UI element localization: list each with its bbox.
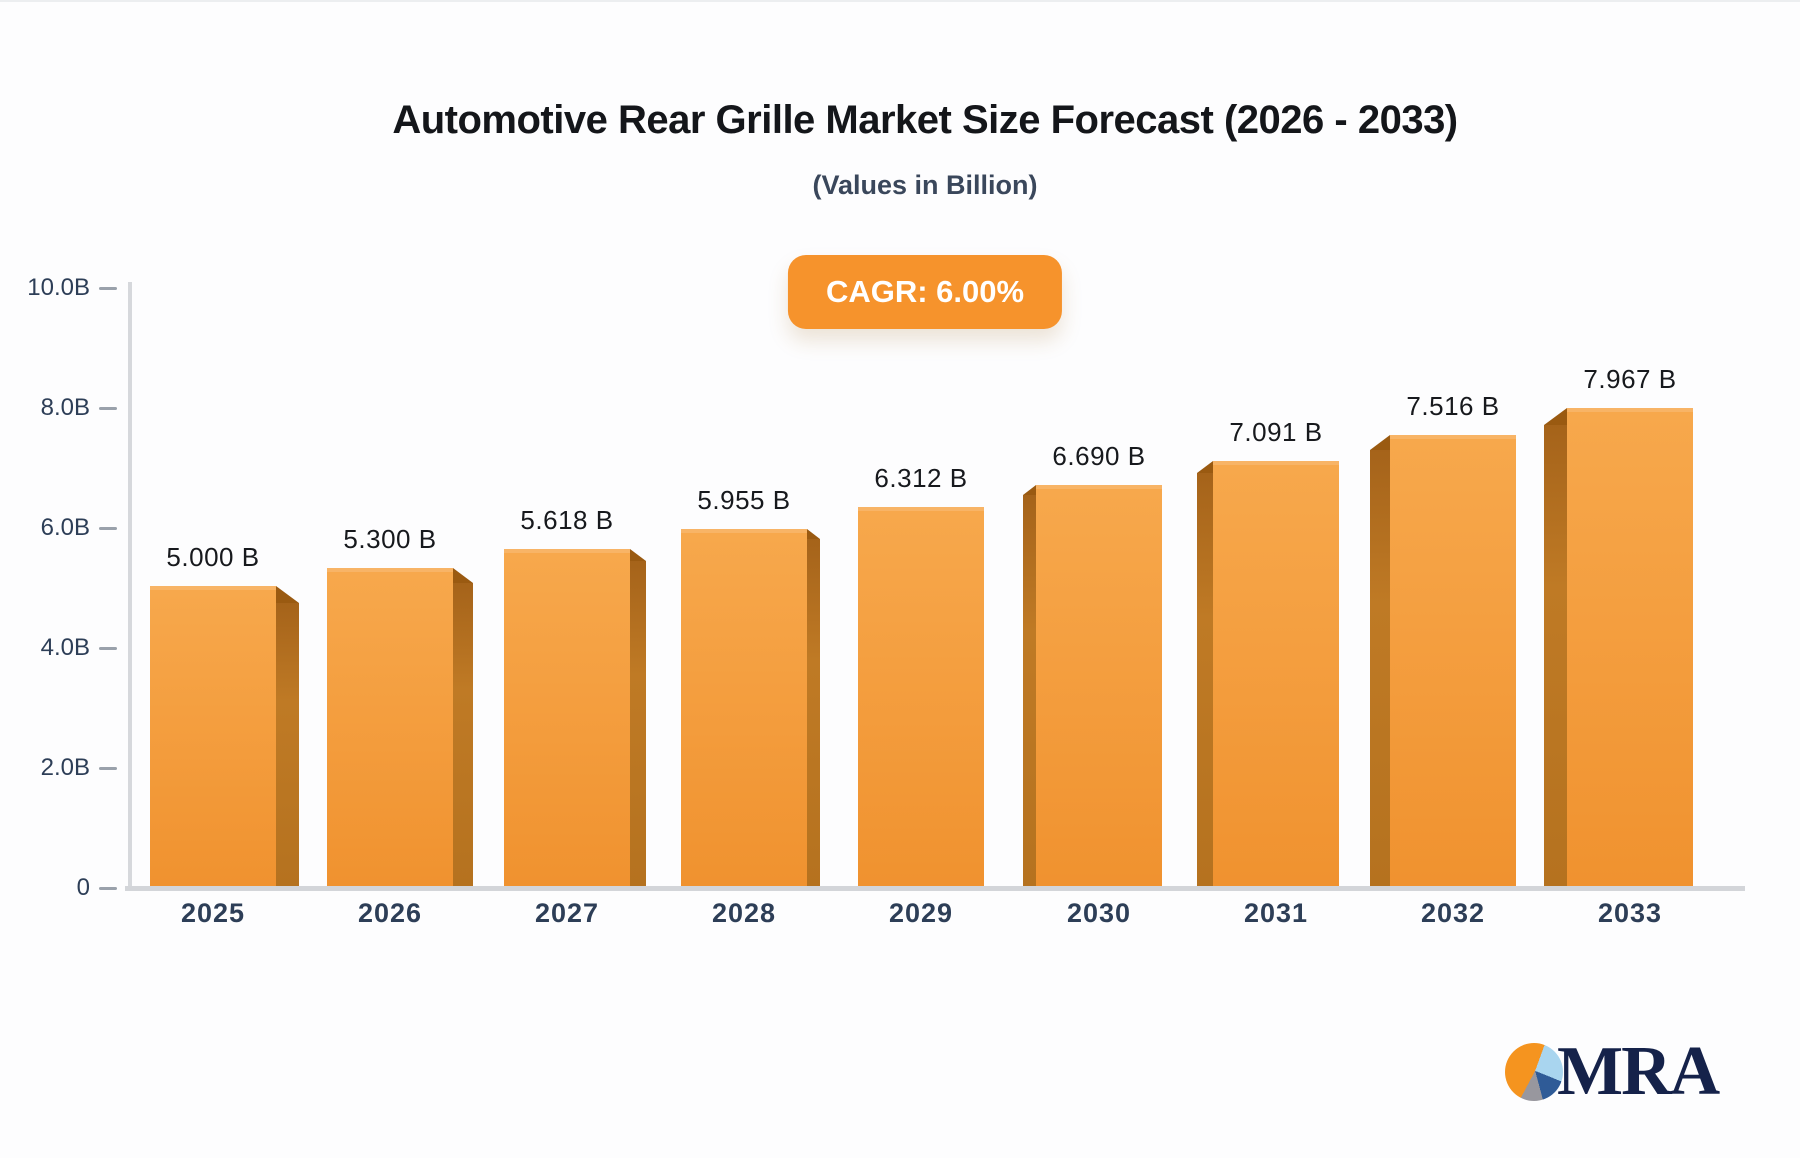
- bar-top-bevel: [276, 586, 299, 603]
- bar-value-label: 5.300 B: [343, 524, 437, 554]
- bar-2029: [858, 507, 984, 886]
- x-axis-label: 2028: [711, 898, 777, 928]
- bar-side-face: [1197, 473, 1213, 886]
- x-axis-label: 2029: [888, 898, 954, 928]
- y-tick-label: 0: [76, 874, 90, 901]
- x-axis-label: 2027: [534, 898, 600, 928]
- bar-2030: [1036, 485, 1162, 886]
- bar-2032: [1390, 435, 1516, 886]
- bar-2026: [327, 568, 453, 886]
- logo-text: MRA: [1557, 1033, 1720, 1110]
- y-axis-line: [128, 282, 132, 891]
- bar-side-face: [807, 539, 820, 886]
- x-axis-label: 2033: [1597, 898, 1663, 928]
- x-axis-label: 2030: [1066, 898, 1132, 928]
- x-axis-line: [125, 886, 1745, 891]
- bar-top-bevel: [1544, 408, 1567, 425]
- y-tick-label: 4.0B: [40, 634, 90, 661]
- bar-value-label: 5.955 B: [697, 485, 791, 515]
- bar-value-label: 5.618 B: [520, 505, 614, 535]
- y-tick-mark: [99, 767, 117, 770]
- y-tick-mark: [99, 887, 117, 890]
- y-tick-mark: [99, 287, 117, 290]
- mra-logo: MRA: [1505, 1034, 1755, 1109]
- bar-top-bevel: [1370, 435, 1390, 450]
- bar-top-bevel: [453, 568, 473, 583]
- bar-value-label: 6.312 B: [874, 463, 968, 493]
- y-tick-label: 2.0B: [40, 754, 90, 781]
- bar-side-face: [276, 603, 299, 886]
- bar-side-face: [1023, 495, 1036, 886]
- bar-value-label: 5.000 B: [166, 542, 260, 572]
- bar-value-label: 7.091 B: [1229, 417, 1323, 447]
- bar-top-bevel: [630, 549, 646, 561]
- bar-value-label: 6.690 B: [1052, 441, 1146, 471]
- bar-2027: [504, 549, 630, 886]
- bar-side-face: [453, 583, 473, 886]
- bar-2028: [681, 529, 807, 886]
- x-axis-label: 2031: [1243, 898, 1309, 928]
- bar-2033: [1567, 408, 1693, 886]
- cagr-badge: CAGR: 6.00%: [787, 255, 1063, 329]
- y-tick-label: 8.0B: [40, 394, 90, 421]
- bar-value-label: 7.967 B: [1583, 364, 1677, 394]
- y-tick-label: 10.0B: [27, 274, 90, 301]
- bar-top-bevel: [807, 529, 820, 539]
- page-title: Automotive Rear Grille Market Size Forec…: [392, 98, 1458, 142]
- bar-top-bevel: [1023, 485, 1036, 495]
- y-tick-mark: [99, 647, 117, 650]
- bar-side-face: [1544, 425, 1567, 886]
- x-axis-label: 2032: [1420, 898, 1486, 928]
- pie-chart-logo-icon: [1505, 1042, 1563, 1101]
- page-subtitle: (Values in Billion): [812, 170, 1038, 200]
- bar-top-bevel: [1197, 461, 1213, 473]
- bar-value-label: 7.516 B: [1406, 391, 1500, 421]
- x-axis-label: 2026: [357, 898, 423, 928]
- bar-side-face: [630, 561, 646, 886]
- bar-side-face: [1370, 450, 1390, 886]
- y-tick-label: 6.0B: [40, 514, 90, 541]
- y-tick-mark: [99, 527, 117, 530]
- x-axis-label: 2025: [180, 898, 246, 928]
- bar-2025: [150, 586, 276, 886]
- bar-2031: [1213, 461, 1339, 886]
- y-tick-mark: [99, 407, 117, 410]
